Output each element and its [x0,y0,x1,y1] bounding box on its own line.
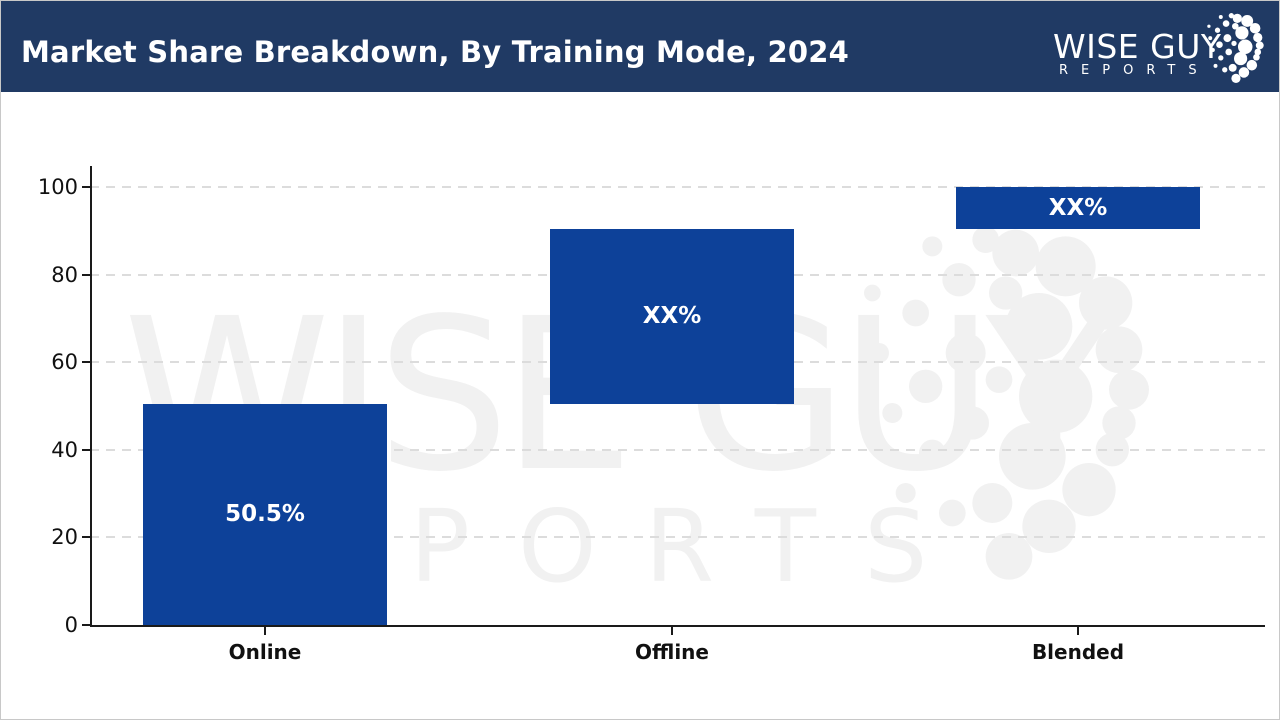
y-tick-label-20: 20 [51,525,78,550]
y-tick-label-40: 40 [51,437,78,462]
x-tick-offline [671,627,673,635]
brand-wordmark: WISE GUY [1053,27,1222,66]
y-tick-0 [82,624,90,626]
y-tick-label-80: 80 [51,262,78,287]
bar-value-label-offline: XX% [642,303,702,330]
brand-reports-text: REPORTS [1059,63,1210,78]
y-tick-40 [82,448,90,451]
x-tick-blended [1077,627,1079,635]
gridline-100 [90,186,1265,188]
chart-title: Market Share Breakdown, By Training Mode… [21,35,850,69]
gridline-40 [90,448,1265,451]
x-tick-label-offline: Offline [635,640,709,664]
brand-logo: WISE GUY REPORTS [1019,5,1269,89]
y-tick-20 [82,536,90,539]
bar-value-label-blended: XX% [1048,194,1108,221]
bar-blended: XX% [956,187,1200,229]
y-tick-label-0: 0 [64,613,78,637]
x-tick-online [264,627,266,635]
y-tick-100 [82,186,90,188]
y-axis-line [90,166,92,627]
y-tick-label-100: 100 [37,175,78,199]
brand-head-icon [1207,13,1264,83]
x-tick-label-blended: Blended [1031,640,1125,664]
y-tick-80 [82,273,90,276]
y-tick-60 [82,361,90,364]
bar-online: 50.5% [143,403,387,625]
header-bar: Market Share Breakdown, By Training Mode… [1,1,1279,92]
bar-offline: XX% [550,228,794,404]
x-tick-label-online: Online [228,640,302,664]
x-axis-line [90,625,1265,627]
gridline-20 [90,536,1265,539]
y-tick-label-60: 60 [51,350,78,375]
bar-value-label-online: 50.5% [225,501,305,528]
